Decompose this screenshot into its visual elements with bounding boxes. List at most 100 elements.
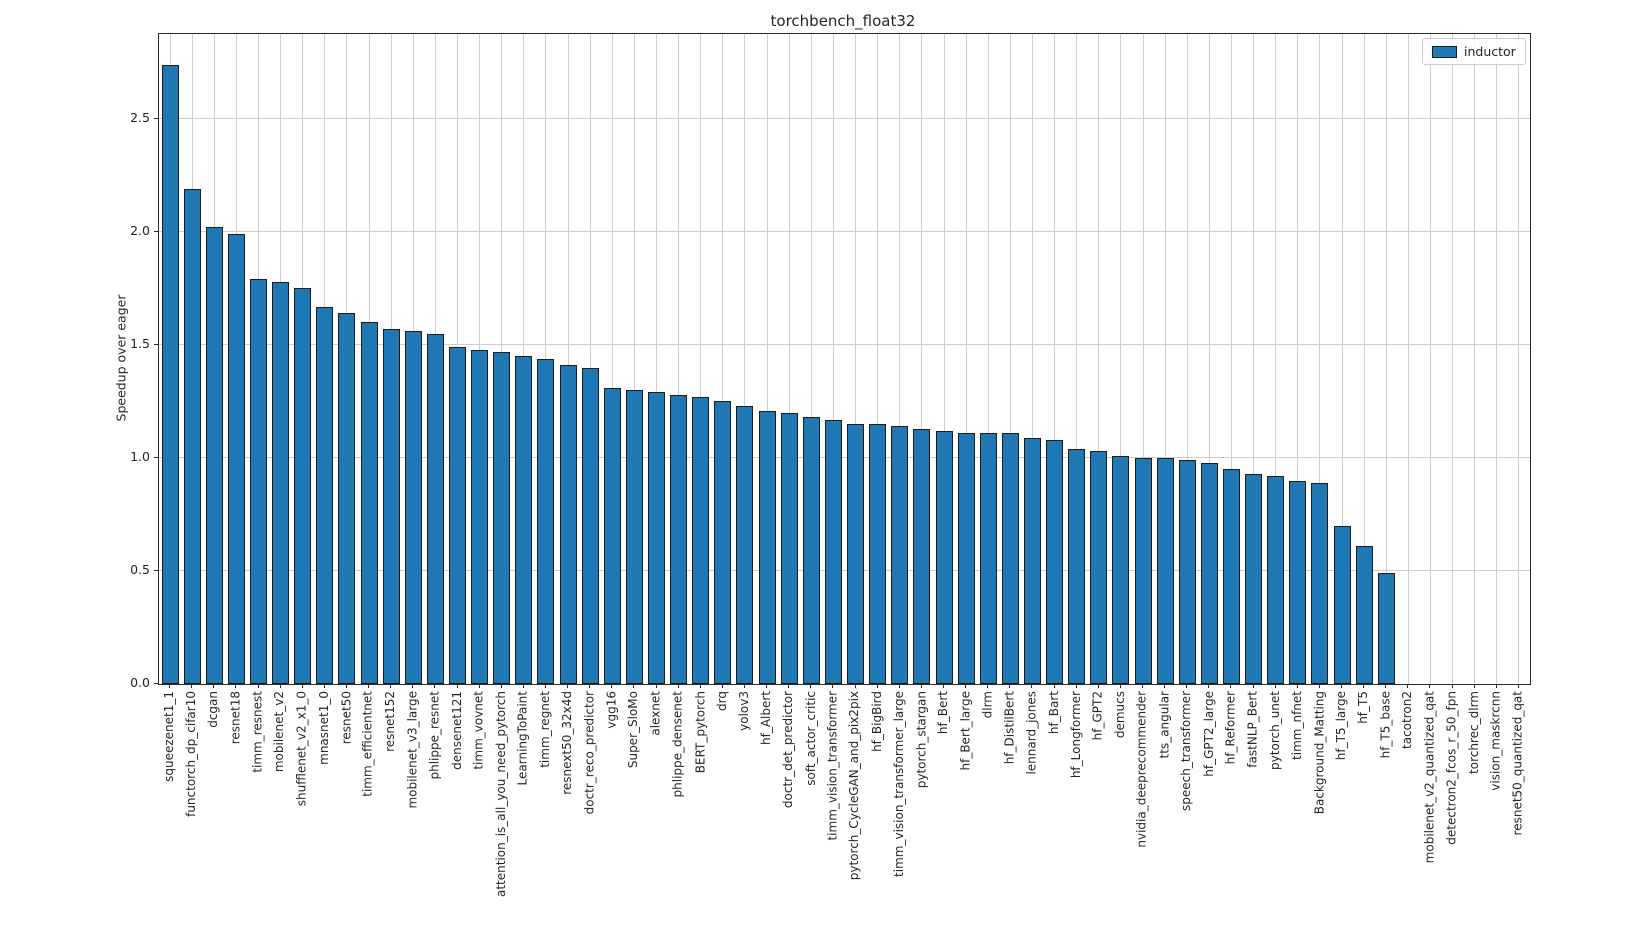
v-gridline	[1253, 34, 1255, 684]
v-gridline	[1186, 34, 1188, 684]
v-gridline	[832, 34, 834, 684]
x-tick-mark	[1407, 684, 1409, 688]
v-gridline	[589, 34, 591, 684]
x-tick-mark	[368, 684, 370, 688]
legend: inductor	[1422, 38, 1526, 65]
x-tick-mark	[235, 684, 237, 688]
bar-hf_Longformer	[1068, 449, 1085, 684]
bar-dlrm	[980, 433, 997, 684]
bar-soft_actor_critic	[803, 417, 820, 684]
v-gridline	[1319, 34, 1321, 684]
x-tick-mark	[390, 684, 392, 688]
y-tick-label: 0.5	[130, 561, 150, 577]
v-gridline	[1363, 34, 1365, 684]
bar-LearningToPaint	[515, 356, 532, 684]
x-tick-mark	[191, 684, 193, 688]
x-tick-mark	[213, 684, 215, 688]
x-tick-mark	[522, 684, 524, 688]
x-tick-mark	[876, 684, 878, 688]
bar-shufflenet_v2_x1_0	[294, 288, 311, 684]
bar-hf_GPT2	[1090, 451, 1107, 684]
x-tick-mark	[943, 684, 944, 688]
bar-vgg16	[604, 388, 621, 684]
bar-hf_Bert_large	[958, 433, 975, 684]
bar-lennard_jones	[1024, 438, 1041, 684]
v-gridline	[921, 34, 923, 684]
x-tick-mark	[1363, 684, 1365, 688]
x-tick-mark	[345, 684, 347, 688]
x-tick-mark	[1274, 684, 1276, 688]
v-gridline	[1142, 34, 1144, 684]
y-tick-mark	[154, 117, 158, 119]
y-tick-mark	[154, 343, 158, 345]
x-tick-mark	[1318, 684, 1320, 688]
h-gridline	[159, 344, 1530, 346]
v-gridline	[1031, 34, 1033, 684]
h-gridline	[159, 570, 1530, 572]
v-gridline	[633, 34, 635, 684]
v-gridline	[987, 34, 989, 684]
v-gridline	[567, 34, 569, 684]
v-gridline	[1518, 34, 1520, 684]
x-tick-mark	[1296, 684, 1298, 688]
bar-hf_GPT2_large	[1201, 463, 1218, 684]
x-tick-mark	[721, 684, 723, 688]
h-gridline	[159, 457, 1530, 459]
v-gridline	[943, 34, 945, 684]
x-tick-mark	[434, 684, 436, 688]
y-tick-mark	[154, 683, 158, 684]
x-tick-mark	[1186, 684, 1188, 688]
bar-hf_Albert	[759, 411, 776, 684]
h-gridline	[159, 231, 1530, 233]
x-tick-mark	[478, 684, 480, 688]
v-gridline	[1452, 34, 1454, 684]
y-tick-label: 2.5	[130, 109, 150, 125]
bar-Background_Matting	[1311, 483, 1328, 684]
x-tick-mark	[699, 684, 701, 688]
x-tick-mark	[766, 684, 768, 688]
bar-hf_T5_large	[1334, 526, 1351, 684]
bar-pytorch_CycleGAN_and_pix2pix	[847, 424, 864, 684]
v-gridline	[1474, 34, 1476, 684]
v-gridline	[1275, 34, 1277, 684]
bar-doctr_reco_predictor	[582, 368, 599, 684]
y-tick-label: 0.0	[130, 675, 150, 690]
x-tick-mark	[1495, 684, 1497, 688]
bar-mobilenet_v3_large	[405, 331, 422, 684]
v-gridline	[1297, 34, 1299, 684]
bar-pytorch_unet	[1267, 476, 1284, 684]
x-tick-mark	[633, 684, 635, 688]
v-gridline	[1164, 34, 1166, 684]
x-tick-mark	[323, 684, 325, 688]
x-tick-mark	[611, 684, 613, 688]
x-tick-mark	[169, 684, 171, 688]
v-gridline	[1407, 34, 1409, 684]
bar-speech_transformer	[1179, 460, 1196, 684]
x-tick-mark	[279, 684, 281, 688]
x-tick-mark	[655, 684, 657, 688]
y-tick-mark	[154, 569, 158, 571]
x-tick-mark	[987, 684, 989, 688]
x-tick-mark	[567, 684, 569, 688]
x-tick-mark	[965, 684, 967, 688]
x-tick-mark	[589, 684, 591, 688]
x-tick-mark	[301, 684, 303, 688]
v-gridline	[722, 34, 724, 684]
x-tick-mark	[1075, 684, 1077, 688]
v-gridline	[656, 34, 658, 684]
bar-phlippe_densenet	[670, 395, 687, 684]
v-gridline	[700, 34, 702, 684]
x-tick-mark	[1451, 684, 1453, 688]
x-tick-mark	[500, 684, 502, 688]
bar-hf_Bart	[1046, 440, 1063, 684]
bar-squeezenet1_1	[162, 65, 179, 684]
bar-resnext50_32x4d	[560, 365, 577, 684]
bar-doctr_det_predictor	[781, 413, 798, 684]
bar-mnasnet1_0	[316, 307, 333, 684]
bar-resnet152	[383, 329, 400, 684]
bar-hf_T5_base	[1378, 573, 1395, 684]
y-tick-mark	[154, 456, 158, 458]
v-gridline	[1429, 34, 1431, 684]
v-gridline	[766, 34, 768, 684]
x-tick-mark	[854, 684, 856, 688]
